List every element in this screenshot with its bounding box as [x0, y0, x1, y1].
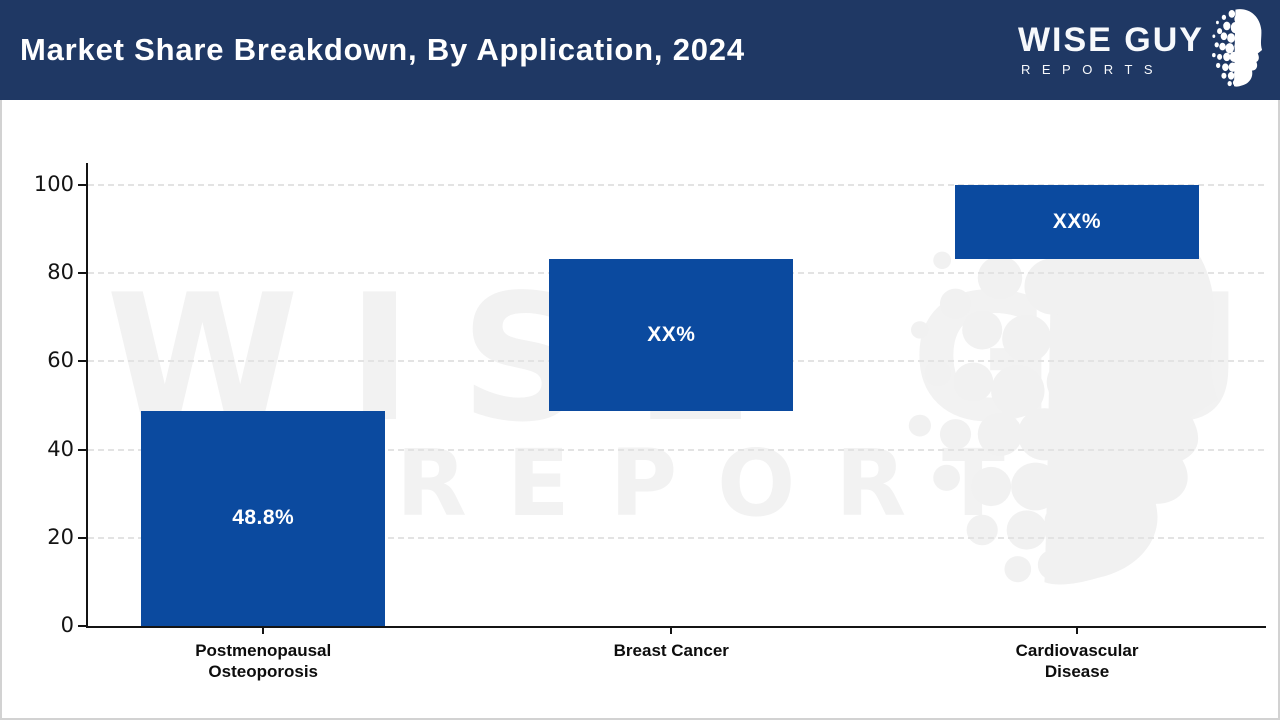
gridline — [88, 448, 1264, 451]
y-tick-label: 100 — [33, 172, 74, 197]
header: Market Share Breakdown, By Application, … — [0, 0, 1280, 100]
page-title: Market Share Breakdown, By Application, … — [20, 32, 745, 67]
x-axis-line — [86, 626, 1266, 628]
y-axis-line — [86, 163, 88, 628]
logo: WISE GUY REPORTS — [1018, 7, 1270, 93]
x-tick-mark — [262, 626, 265, 634]
bar: XX% — [955, 185, 1200, 260]
logo-text: WISE GUY REPORTS — [1018, 23, 1204, 77]
bar-value-label: XX% — [647, 322, 696, 346]
gridline — [88, 184, 1264, 187]
y-tick-label: 80 — [47, 260, 74, 285]
y-tick-mark — [78, 184, 86, 187]
x-tick-mark — [670, 626, 673, 634]
y-tick-label: 0 — [60, 613, 74, 637]
logo-wordmark: WISE GUY — [1017, 21, 1204, 59]
dotted-head-profile-icon — [1212, 9, 1263, 87]
bar-value-label: 48.8% — [232, 506, 295, 530]
y-tick-mark — [78, 536, 86, 539]
y-tick-label: 20 — [47, 524, 74, 549]
y-tick-mark — [78, 448, 86, 451]
gridline — [88, 536, 1264, 539]
x-tick-label: Postmenopausal Osteoporosis — [195, 641, 332, 682]
y-tick-mark — [78, 360, 86, 363]
x-tick-mark — [1076, 626, 1079, 634]
bar-value-label: XX% — [1052, 210, 1102, 234]
bar: XX% — [549, 259, 794, 411]
x-tick-label: Breast Cancer — [613, 641, 729, 660]
bar: 48.8% — [141, 410, 386, 626]
y-tick-mark — [78, 272, 86, 275]
logo-reports-label: REPORTS — [1020, 62, 1165, 77]
x-tick-label: Cardiovascular Disease — [1015, 641, 1139, 682]
y-tick-mark — [78, 625, 86, 627]
y-tick-label: 60 — [47, 348, 74, 373]
y-tick-label: 40 — [47, 436, 74, 461]
